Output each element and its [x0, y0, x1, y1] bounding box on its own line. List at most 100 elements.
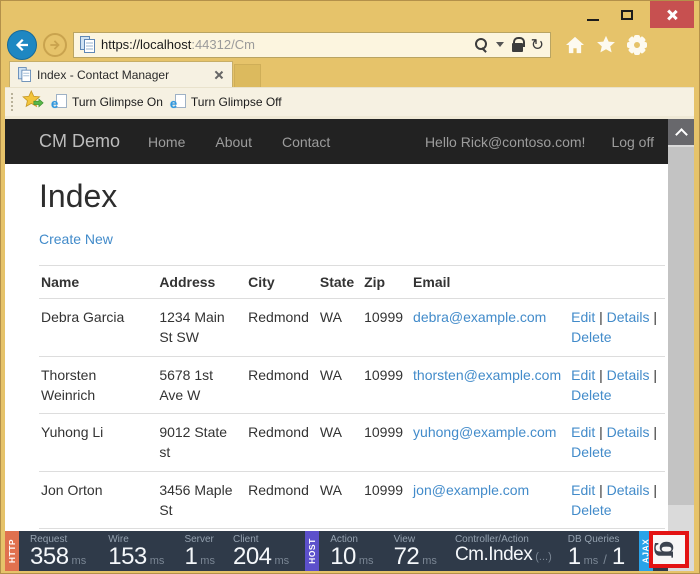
tab-title: Index - Contact Manager	[37, 67, 170, 82]
create-new-link[interactable]: Create New	[39, 231, 113, 247]
edit-link[interactable]: Edit	[571, 309, 596, 325]
annotation-highlight: g	[649, 531, 689, 568]
edit-link[interactable]: Edit	[571, 481, 596, 498]
details-link[interactable]: Details	[606, 309, 650, 325]
close-button[interactable]	[650, 1, 694, 28]
column-header-address: Address	[157, 265, 247, 299]
nav-link-home[interactable]: Home	[148, 133, 186, 150]
hud-section-http: HTTP	[5, 531, 19, 571]
edit-link[interactable]: Edit	[571, 424, 596, 441]
delete-link[interactable]: Delete	[571, 329, 612, 346]
cell-state: WA	[317, 528, 363, 531]
cell-zip: 10999	[362, 356, 412, 415]
cell-city: Redmond	[246, 298, 318, 357]
table-row: Jon Orton 3456 Maple St Redmond WA 10999…	[39, 471, 665, 530]
hud-section-host: HOST	[305, 531, 320, 571]
cell-city: Redmond	[246, 471, 318, 530]
hud-section-label: HTTP	[7, 538, 18, 564]
email-link[interactable]: debra@example.com	[413, 309, 547, 325]
close-icon	[666, 9, 678, 21]
cell-zip: 10999	[362, 528, 412, 531]
cell-city: Redmond	[246, 528, 318, 531]
maximize-button[interactable]	[610, 1, 644, 28]
favorites-link-glimpse-off[interactable]: e Turn Glimpse Off	[170, 94, 282, 110]
delete-link[interactable]: Delete	[571, 386, 612, 403]
cell-zip: 10999	[362, 413, 412, 472]
toolbar-icons	[565, 34, 647, 55]
separator: |	[653, 309, 657, 325]
glimpse-hud: HTTP Request 358 ms Wire 153 ms Server 1 ms…	[5, 531, 668, 571]
table-row: Thorsten Weinrich 5678 1st Ave W Redmond…	[39, 356, 665, 415]
email-link[interactable]: yuhong@example.com	[413, 424, 557, 441]
separator: |	[599, 309, 603, 325]
metric-db-queries: DB Queries 1 ms / 1	[567, 534, 626, 570]
account-greeting-link[interactable]: Hello Rick@contoso.com!	[424, 133, 586, 150]
column-header-city: City	[246, 265, 318, 299]
cell-state: WA	[317, 413, 363, 472]
tab-close-icon[interactable]	[214, 70, 224, 80]
cell-address: 5678 1st Ave W	[157, 356, 247, 415]
email-link[interactable]: thorsten@example.com	[413, 366, 562, 383]
metric-wire: Wire 153 ms	[108, 534, 165, 570]
browser-toolbar: https://localhost:44312/Cm ↻	[5, 28, 694, 61]
chevron-down-icon[interactable]	[495, 42, 504, 47]
details-link[interactable]: Details	[606, 366, 650, 383]
vertical-scrollbar[interactable]	[668, 119, 694, 571]
scrollbar-thumb[interactable]	[668, 147, 694, 505]
add-favorite-button[interactable]	[22, 90, 44, 114]
new-tab-button[interactable]	[234, 64, 261, 87]
url-path: :44312/Cm	[191, 37, 255, 52]
separator: |	[599, 366, 603, 383]
table-row: Diliana Alexieva-Bosseva 7890 2nd Ave E …	[39, 528, 665, 531]
glimpse-logo-button[interactable]: g	[654, 540, 684, 559]
back-button[interactable]	[7, 29, 37, 60]
address-bar[interactable]: https://localhost:44312/Cm ↻	[73, 31, 551, 58]
separator: |	[653, 424, 657, 441]
tab-page-icon	[18, 67, 31, 82]
delete-link[interactable]: Delete	[571, 444, 612, 461]
metric-view: View 72 ms	[393, 534, 437, 570]
cell-city: Redmond	[246, 356, 318, 415]
ie-icon: e	[170, 94, 186, 110]
details-link[interactable]: Details	[606, 481, 650, 498]
scrollbar-up-button[interactable]	[668, 119, 694, 145]
email-link[interactable]: jon@example.com	[413, 481, 530, 498]
favorites-link-label: Turn Glimpse Off	[190, 95, 282, 109]
arrow-left-icon	[15, 38, 28, 51]
navbar-brand[interactable]: CM Demo	[39, 131, 121, 151]
browser-tab[interactable]: Index - Contact Manager	[9, 61, 233, 87]
details-link[interactable]: Details	[606, 424, 650, 441]
metric-request: Request 358 ms	[30, 534, 87, 570]
window-controls	[576, 1, 694, 28]
search-icon[interactable]	[474, 38, 488, 51]
nav-link-contact[interactable]: Contact	[281, 133, 331, 150]
favorites-star-icon[interactable]	[596, 35, 616, 54]
app-navbar: CM Demo Home About Contact Hello Rick@co…	[5, 119, 694, 164]
nav-link-about[interactable]: About	[215, 133, 252, 150]
cell-address: 3456 Maple St	[157, 471, 247, 530]
cell-name: Debra Garcia	[39, 298, 158, 357]
edit-link[interactable]: Edit	[571, 366, 596, 383]
minimize-button[interactable]	[576, 1, 610, 28]
cell-zip: 10999	[362, 298, 412, 357]
cell-state: WA	[317, 298, 363, 357]
refresh-icon[interactable]: ↻	[530, 34, 544, 54]
maximize-icon	[621, 9, 633, 20]
column-header-name: Name	[39, 265, 158, 299]
column-header-state: State	[317, 265, 363, 299]
logoff-link[interactable]: Log off	[611, 133, 654, 150]
column-header-email: Email	[411, 265, 570, 299]
forward-button[interactable]	[43, 32, 67, 57]
cell-name: Diliana Alexieva-Bosseva	[39, 528, 158, 531]
favorites-link-glimpse-on[interactable]: e Turn Glimpse On	[51, 94, 163, 110]
gear-icon[interactable]	[627, 34, 647, 55]
url-text: https://localhost:44312/Cm	[101, 37, 469, 52]
home-icon[interactable]	[565, 36, 585, 54]
delete-link[interactable]: Delete	[571, 502, 612, 519]
page-viewport: CM Demo Home About Contact Hello Rick@co…	[5, 119, 694, 571]
cell-name: Thorsten Weinrich	[39, 356, 158, 415]
cell-state: WA	[317, 471, 363, 530]
separator: |	[599, 481, 603, 498]
drag-grip-icon	[11, 93, 15, 111]
